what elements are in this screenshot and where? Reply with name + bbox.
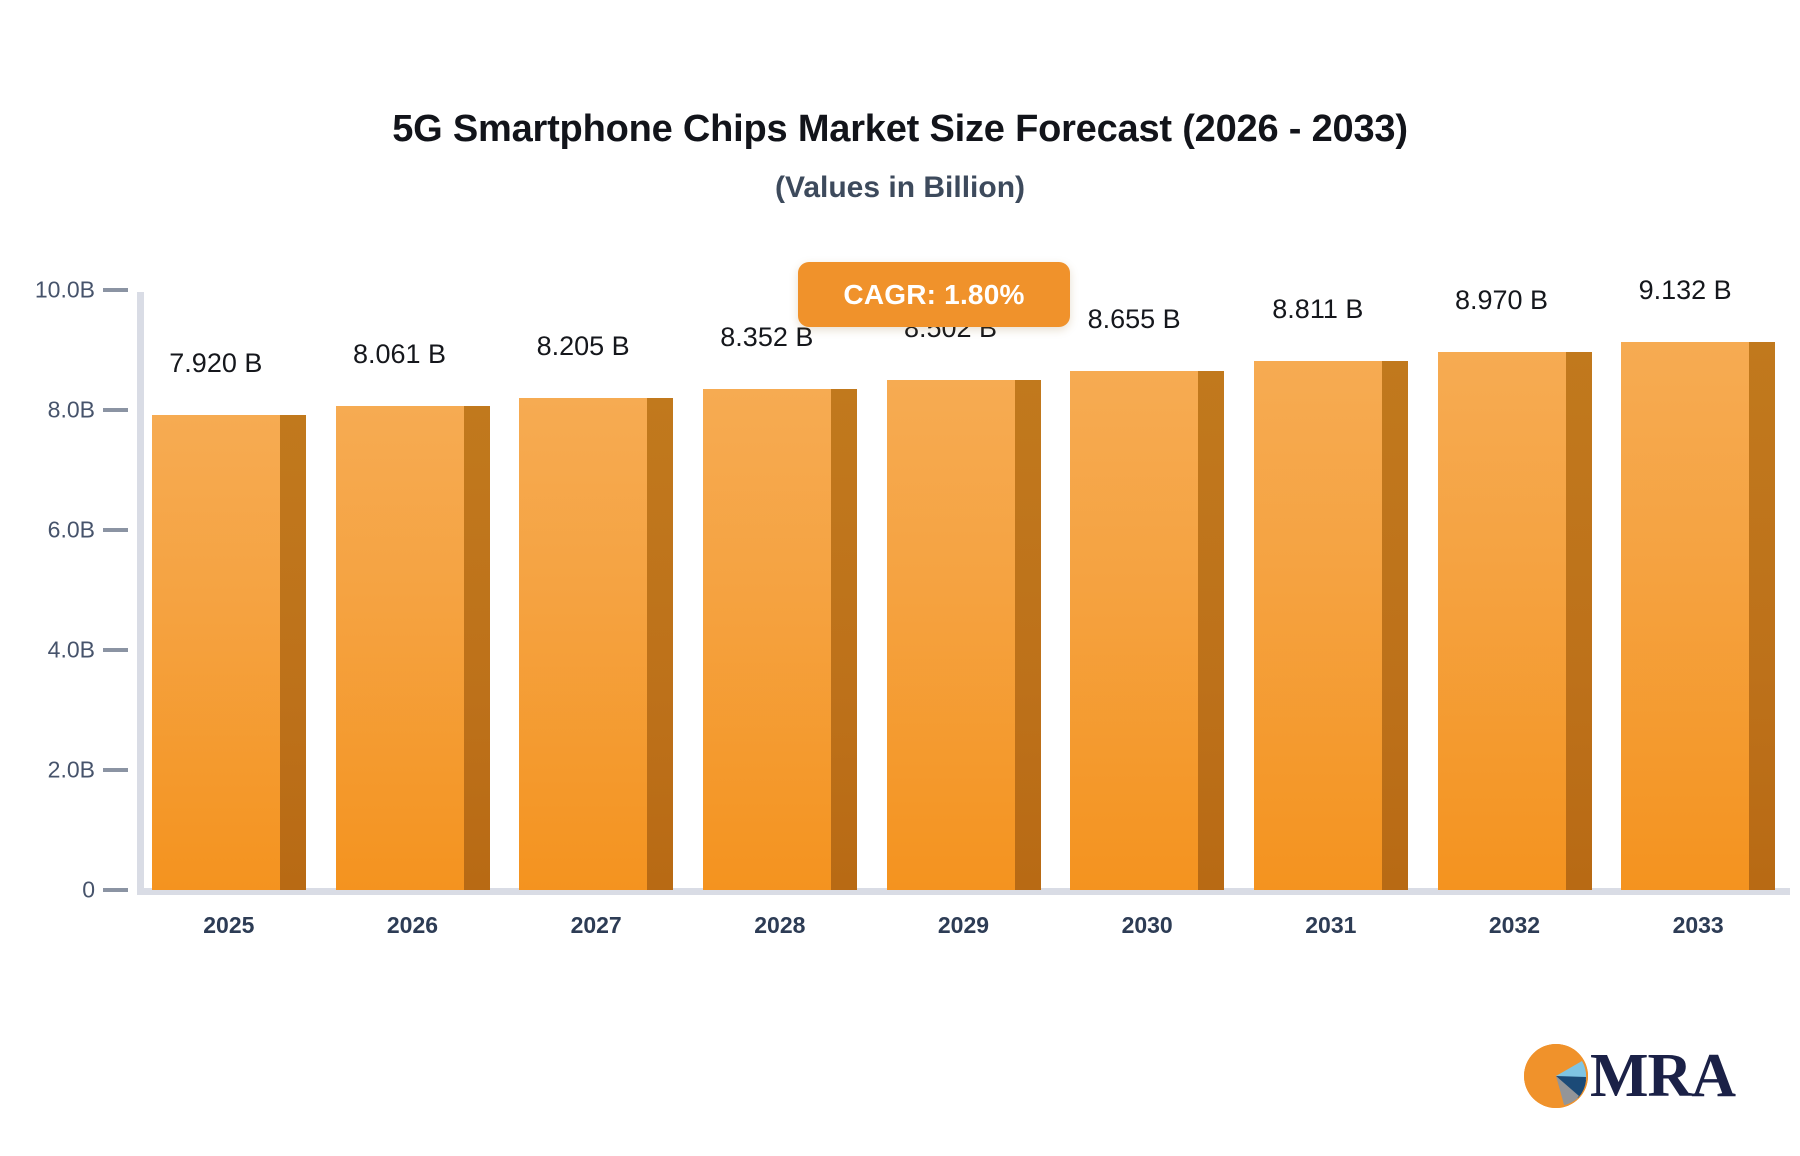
x-axis-tick-label: 2025 xyxy=(203,912,255,938)
bar-side-face xyxy=(1565,351,1592,890)
bar-side-face xyxy=(1198,370,1225,890)
y-axis-tick-mark xyxy=(103,888,128,892)
bar-value-label: 8.655 B xyxy=(1087,303,1181,334)
bar-value-label: 8.352 B xyxy=(720,321,814,352)
bar: 8.811 B xyxy=(1253,294,1408,890)
bar-top-face xyxy=(702,362,857,389)
bar: 8.205 B xyxy=(519,331,674,890)
y-axis-tick-label: 6.0B xyxy=(47,516,95,543)
brand-logo: MRA xyxy=(1520,1038,1736,1114)
bar: 8.970 B xyxy=(1437,285,1592,890)
bar-top-face xyxy=(886,353,1041,380)
bar-side-face xyxy=(1381,361,1408,890)
bar-front-face xyxy=(151,414,280,890)
x-axis-tick-label: 2029 xyxy=(937,912,990,938)
y-axis-tick-label: 8.0B xyxy=(47,396,95,423)
bar-top-face xyxy=(1070,344,1225,371)
bar-top-face xyxy=(519,371,674,398)
bar: 7.920 B xyxy=(151,348,306,890)
bar-value-label: 8.970 B xyxy=(1454,284,1549,315)
bar-value-label: 9.132 B xyxy=(1638,275,1732,306)
x-axis-tick-label: 2031 xyxy=(1305,912,1357,938)
x-axis-tick-label: 2033 xyxy=(1672,912,1724,938)
bar-value-label: 8.205 B xyxy=(536,330,630,361)
bar-side-face xyxy=(463,406,490,890)
bar-value-label: 8.811 B xyxy=(1272,294,1364,325)
y-axis-tick-label: 0 xyxy=(82,876,95,903)
pie-chart-icon xyxy=(1524,1044,1588,1108)
y-axis-tick-label: 4.0B xyxy=(47,636,95,663)
y-axis-tick-mark xyxy=(103,288,128,292)
bar-side-face xyxy=(1014,379,1041,890)
y-axis-tick-mark xyxy=(103,648,128,652)
x-axis-tick-label: 2028 xyxy=(754,912,806,938)
bar: 8.655 B xyxy=(1070,304,1225,890)
bar-top-face xyxy=(1437,325,1592,352)
bar-front-face xyxy=(335,406,464,890)
y-axis-tick-mark xyxy=(103,528,128,532)
bar-side-face xyxy=(830,388,857,890)
bar-top-face xyxy=(151,388,306,415)
x-axis-tick-label: 2030 xyxy=(1121,912,1173,938)
bar-front-face xyxy=(886,379,1015,890)
x-axis-tick-label: 2026 xyxy=(386,912,439,938)
bar-front-face xyxy=(1437,351,1566,890)
bar-front-face xyxy=(1253,361,1382,890)
x-axis-tick-label: 2032 xyxy=(1488,912,1541,938)
bar: 8.352 B xyxy=(702,322,857,890)
bar-front-face xyxy=(1070,370,1199,890)
x-axis-line xyxy=(137,888,1790,895)
x-axis-tick-label: 2027 xyxy=(570,912,622,938)
bar-side-face xyxy=(647,397,674,890)
bar-front-face xyxy=(1621,342,1750,890)
bar-top-face xyxy=(335,380,490,407)
bar-top-face xyxy=(1253,335,1408,362)
y-axis-line xyxy=(137,292,144,894)
bar-value-label: 8.061 B xyxy=(352,339,447,370)
y-axis-tick-label: 10.0B xyxy=(34,276,95,303)
y-axis-tick-mark xyxy=(103,408,128,412)
bar-side-face xyxy=(1749,342,1776,890)
bar-side-face xyxy=(279,414,306,890)
bar: 8.502 B xyxy=(886,313,1041,890)
chart-header: 5G Smartphone Chips Market Size Forecast… xyxy=(0,108,1800,205)
bar-top-face xyxy=(1621,316,1776,343)
brand-logo-text: MRA xyxy=(1590,1042,1736,1110)
bar-front-face xyxy=(702,388,831,890)
cagr-badge: CAGR: 1.80% xyxy=(798,262,1070,327)
bar: 9.132 B xyxy=(1621,275,1776,890)
bar: 8.061 B xyxy=(335,339,490,890)
chart-subtitle: (Values in Billion) xyxy=(774,170,1026,204)
bar-value-label: 7.920 B xyxy=(169,347,263,378)
y-axis-tick-mark xyxy=(103,768,128,772)
chart-title: 5G Smartphone Chips Market Size Forecast… xyxy=(392,108,1408,150)
bar-front-face xyxy=(519,397,648,890)
y-axis-tick-label: 2.0B xyxy=(47,756,95,783)
